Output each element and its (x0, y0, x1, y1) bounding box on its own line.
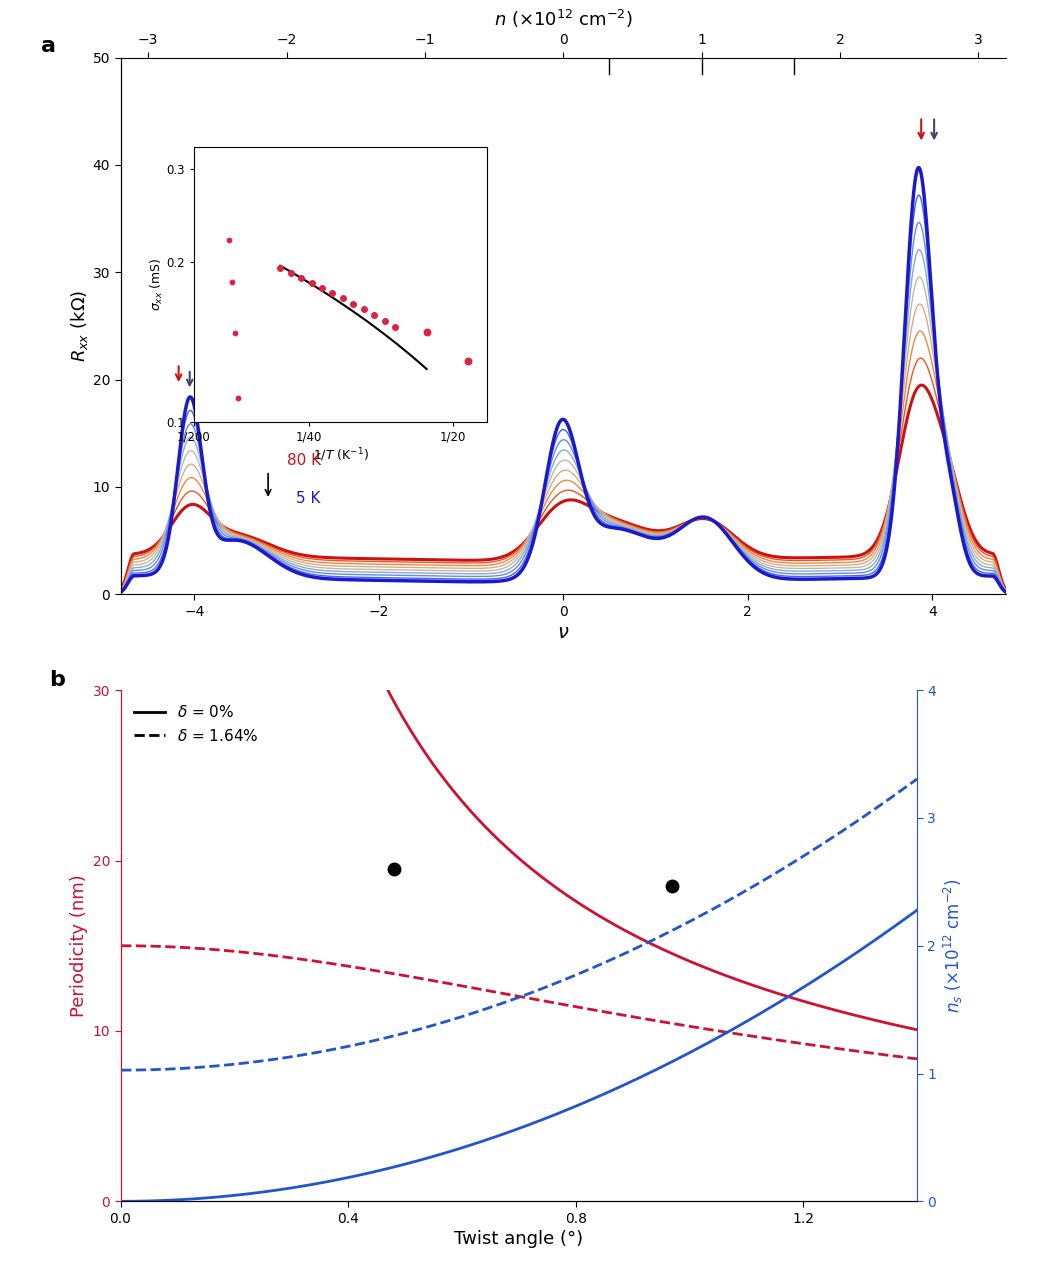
Point (460, 351, 477, 372)
X-axis label: $n$ ($\times$10$^{12}$ cm$^{-2}$): $n$ ($\times$10$^{12}$ cm$^{-2}$) (494, 8, 633, 31)
Point (223, 272, 240, 293)
Point (226, 322, 243, 343)
Point (418, 321, 435, 341)
Point (324, 282, 341, 303)
Point (173, 271, 190, 291)
Point (175, 313, 192, 334)
Point (180, 585, 197, 606)
Y-axis label: $n_s$ ($\times$10$^{12}$ cm$^{-2}$): $n_s$ ($\times$10$^{12}$ cm$^{-2}$) (942, 878, 965, 1013)
Point (233, 479, 249, 500)
Point (180, 676, 197, 697)
Point (177, 394, 194, 414)
Point (230, 387, 246, 408)
Text: 80 K: 80 K (286, 454, 321, 469)
Point (178, 470, 195, 491)
Point (376, 311, 393, 331)
Point (366, 304, 383, 325)
Point (313, 277, 330, 298)
Point (175, 336, 192, 357)
Point (292, 267, 309, 288)
Point (181, 827, 198, 847)
Text: b: b (49, 670, 65, 690)
Point (271, 258, 288, 279)
Point (178, 429, 195, 450)
Y-axis label: Periodicity (nm): Periodicity (nm) (70, 874, 88, 1017)
Y-axis label: $\sigma_{xx}$ (mS): $\sigma_{xx}$ (mS) (149, 258, 165, 311)
Point (334, 288, 351, 308)
X-axis label: 1/$T$ (K$^{-1}$): 1/$T$ (K$^{-1}$) (312, 446, 369, 464)
Point (303, 272, 320, 293)
Point (282, 262, 299, 282)
Point (179, 520, 196, 541)
X-axis label: $\nu$: $\nu$ (558, 622, 569, 642)
Point (174, 291, 191, 312)
Point (173, 253, 190, 273)
Point (355, 299, 372, 320)
Point (221, 230, 238, 250)
Point (176, 363, 193, 383)
Point (172, 235, 189, 256)
Text: 5 K: 5 K (296, 491, 321, 506)
Point (387, 317, 403, 337)
X-axis label: Twist angle (°): Twist angle (°) (454, 1229, 584, 1247)
Legend: $\delta$ = 0%, $\delta$ = 1.64%: $\delta$ = 0%, $\delta$ = 1.64% (128, 698, 265, 750)
Y-axis label: $R_{xx}$ (k$\Omega$): $R_{xx}$ (k$\Omega$) (69, 290, 90, 362)
Point (235, 633, 252, 653)
Text: a: a (41, 36, 56, 56)
Point (171, 220, 188, 240)
Point (345, 294, 362, 314)
